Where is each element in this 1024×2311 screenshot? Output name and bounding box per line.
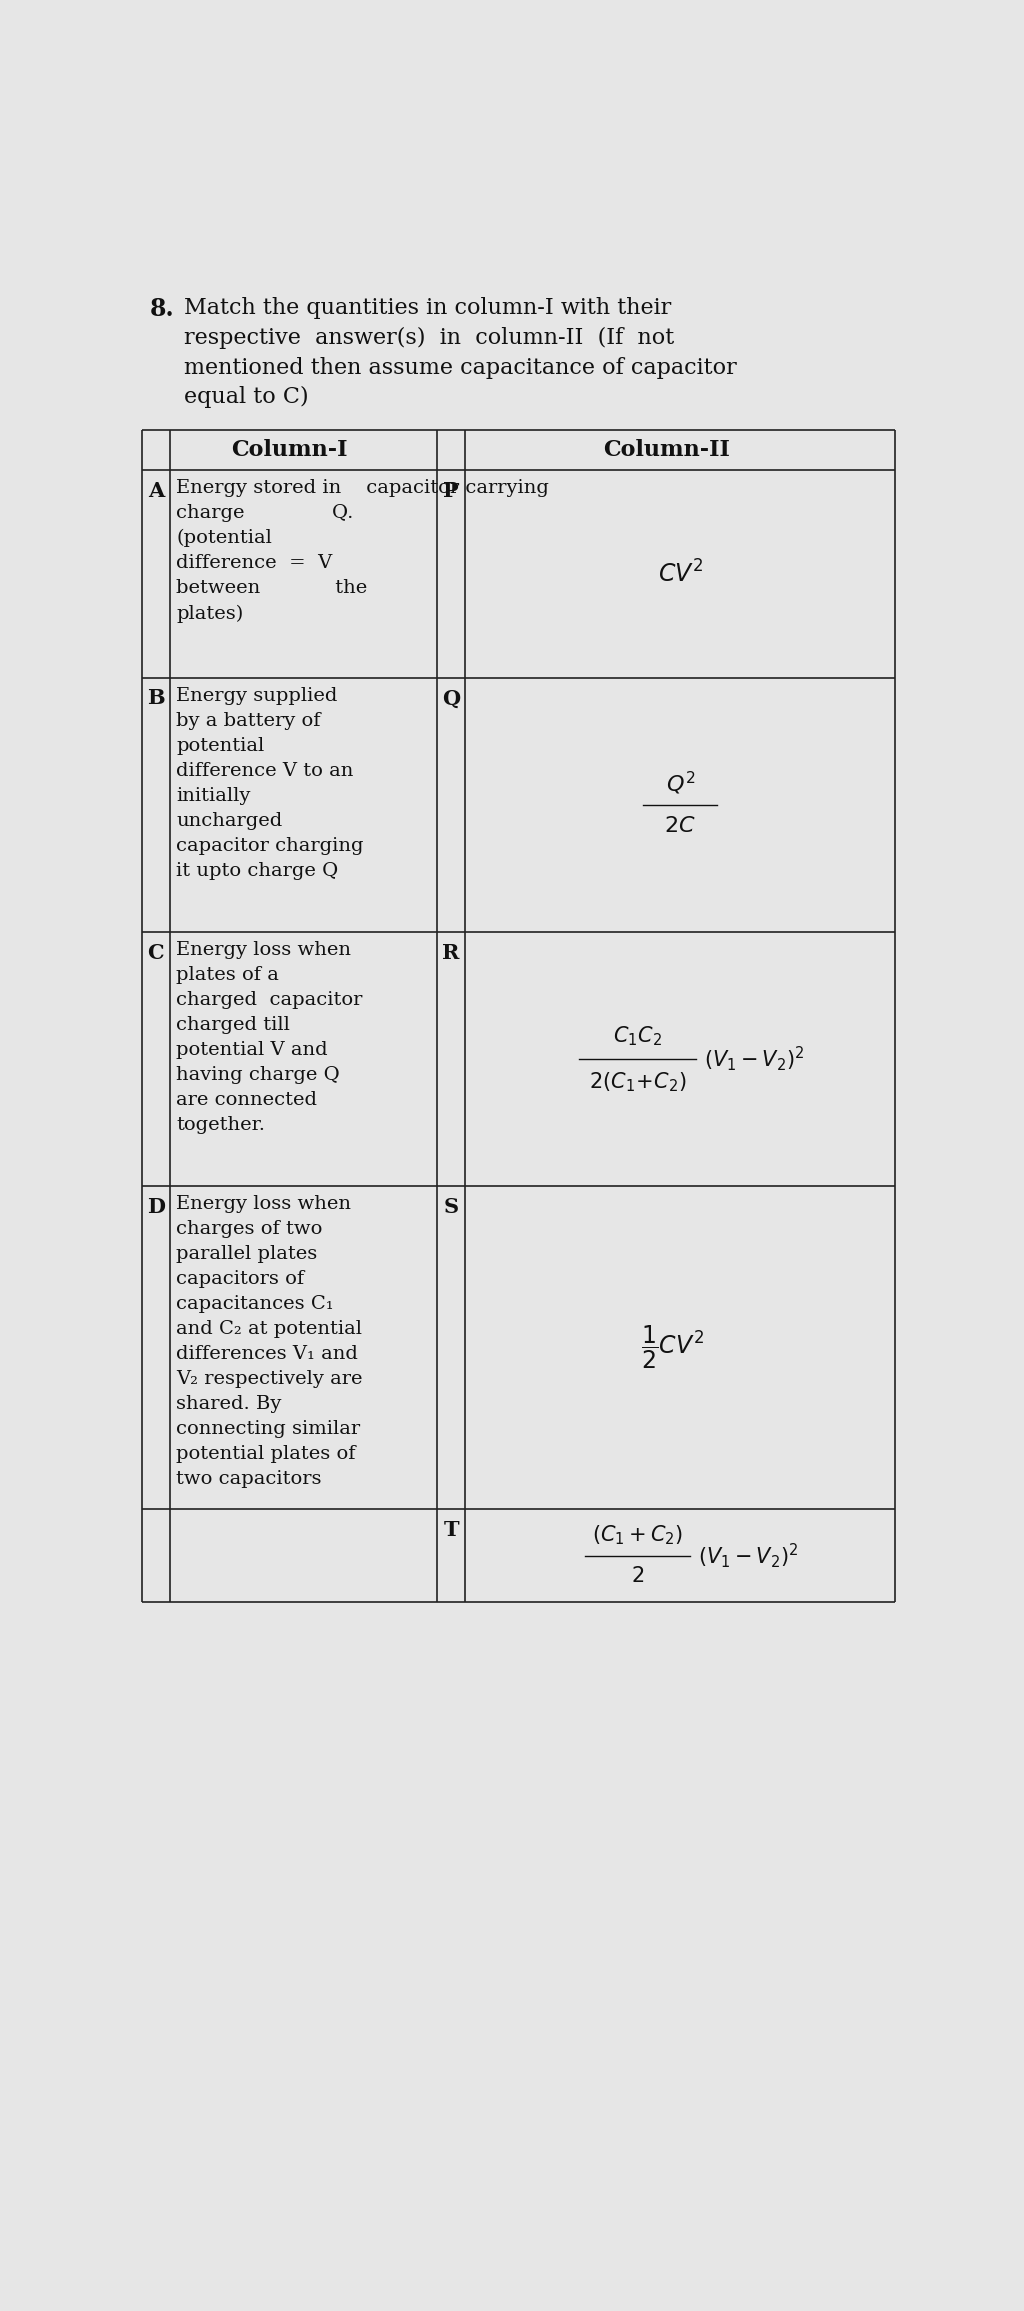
Text: T: T	[443, 1521, 459, 1539]
Text: S: S	[443, 1197, 459, 1216]
Text: respective  answer(s)  in  column-II  (If  not: respective answer(s) in column-II (If no…	[183, 326, 674, 349]
Text: $(V_1-V_2)^2$: $(V_1-V_2)^2$	[703, 1045, 804, 1072]
Text: 8.: 8.	[150, 298, 174, 321]
Text: Energy supplied
by a battery of
potential
difference V to an
initially
uncharged: Energy supplied by a battery of potentia…	[176, 686, 364, 880]
Text: Column-I: Column-I	[231, 439, 348, 460]
Text: $CV^2$: $CV^2$	[657, 559, 702, 587]
Text: P: P	[443, 481, 459, 501]
Text: $C_1C_2$: $C_1C_2$	[613, 1024, 663, 1047]
Text: $2C$: $2C$	[665, 816, 696, 837]
Text: $Q^2$: $Q^2$	[666, 770, 695, 797]
Text: C: C	[147, 943, 164, 964]
Text: Match the quantities in column-I with their: Match the quantities in column-I with th…	[183, 298, 671, 319]
Text: Column-II: Column-II	[603, 439, 730, 460]
Text: $2$: $2$	[631, 1567, 644, 1585]
Text: B: B	[147, 689, 165, 709]
Text: equal to C): equal to C)	[183, 386, 308, 409]
Text: $(C_1+C_2)$: $(C_1+C_2)$	[592, 1523, 683, 1546]
Text: D: D	[146, 1197, 165, 1216]
Text: Energy stored in    capacitor carrying
charge              Q.
(potential
differe: Energy stored in capacitor carrying char…	[176, 478, 549, 622]
Text: R: R	[442, 943, 460, 964]
Text: $2(C_1\!+\!C_2)$: $2(C_1\!+\!C_2)$	[589, 1070, 686, 1093]
Text: $(V_1-V_2)^2$: $(V_1-V_2)^2$	[698, 1541, 799, 1569]
Text: Energy loss when
charges of two
parallel plates
capacitors of
capacitances C₁
an: Energy loss when charges of two parallel…	[176, 1195, 362, 1488]
Text: Q: Q	[442, 689, 460, 709]
Text: Energy loss when
plates of a
charged  capacitor
charged till
potential V and
hav: Energy loss when plates of a charged cap…	[176, 941, 362, 1135]
Text: mentioned then assume capacitance of capacitor: mentioned then assume capacitance of cap…	[183, 356, 736, 379]
Text: $\dfrac{1}{2}CV^2$: $\dfrac{1}{2}CV^2$	[641, 1324, 705, 1370]
Text: A: A	[147, 481, 164, 501]
